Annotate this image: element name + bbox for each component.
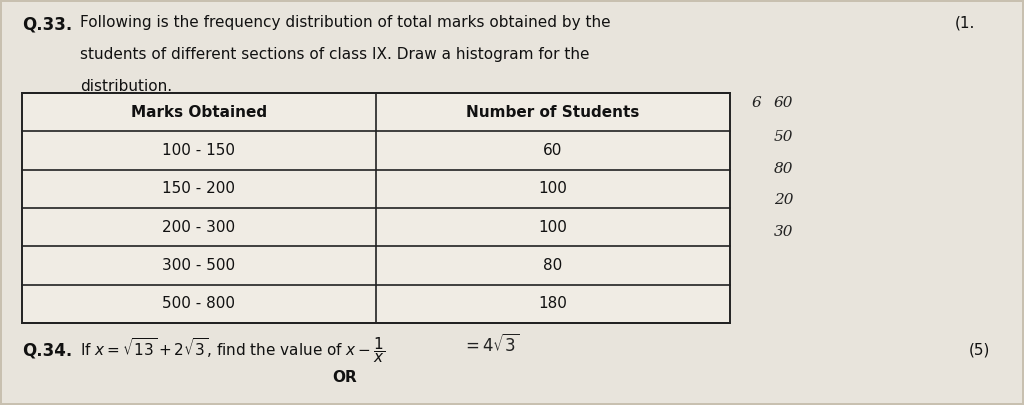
Text: 100: 100 (539, 181, 567, 196)
Text: 60: 60 (774, 96, 794, 110)
Text: Number of Students: Number of Students (466, 104, 640, 119)
Text: 20: 20 (774, 193, 794, 207)
Text: 30: 30 (774, 225, 794, 239)
Text: 200 - 300: 200 - 300 (163, 220, 236, 234)
Text: 300 - 500: 300 - 500 (163, 258, 236, 273)
Text: 60: 60 (544, 143, 562, 158)
Text: $= 4\sqrt{3}$: $= 4\sqrt{3}$ (462, 334, 519, 356)
Text: 80: 80 (774, 162, 794, 176)
Text: 180: 180 (539, 296, 567, 311)
Text: 50: 50 (774, 130, 794, 144)
Text: 100 - 150: 100 - 150 (163, 143, 236, 158)
Text: Following is the frequency distribution of total marks obtained by the: Following is the frequency distribution … (80, 15, 610, 30)
Text: 100: 100 (539, 220, 567, 234)
Text: (5): (5) (969, 343, 990, 358)
Text: 500 - 800: 500 - 800 (163, 296, 236, 311)
Text: Q.34.: Q.34. (22, 341, 73, 359)
Text: (1.: (1. (955, 15, 976, 30)
Text: students of different sections of class IX. Draw a histogram for the: students of different sections of class … (80, 47, 590, 62)
FancyBboxPatch shape (22, 93, 730, 323)
Text: Q.33.: Q.33. (22, 15, 73, 33)
Text: 80: 80 (544, 258, 562, 273)
Text: 6: 6 (752, 96, 762, 110)
Text: Marks Obtained: Marks Obtained (131, 104, 267, 119)
Text: If $x =\sqrt{13}+2\sqrt{3}$, find the value of $x-\dfrac{1}{x}$: If $x =\sqrt{13}+2\sqrt{3}$, find the va… (80, 335, 385, 365)
Text: distribution.: distribution. (80, 79, 172, 94)
Text: 150 - 200: 150 - 200 (163, 181, 236, 196)
Text: OR: OR (333, 371, 357, 386)
